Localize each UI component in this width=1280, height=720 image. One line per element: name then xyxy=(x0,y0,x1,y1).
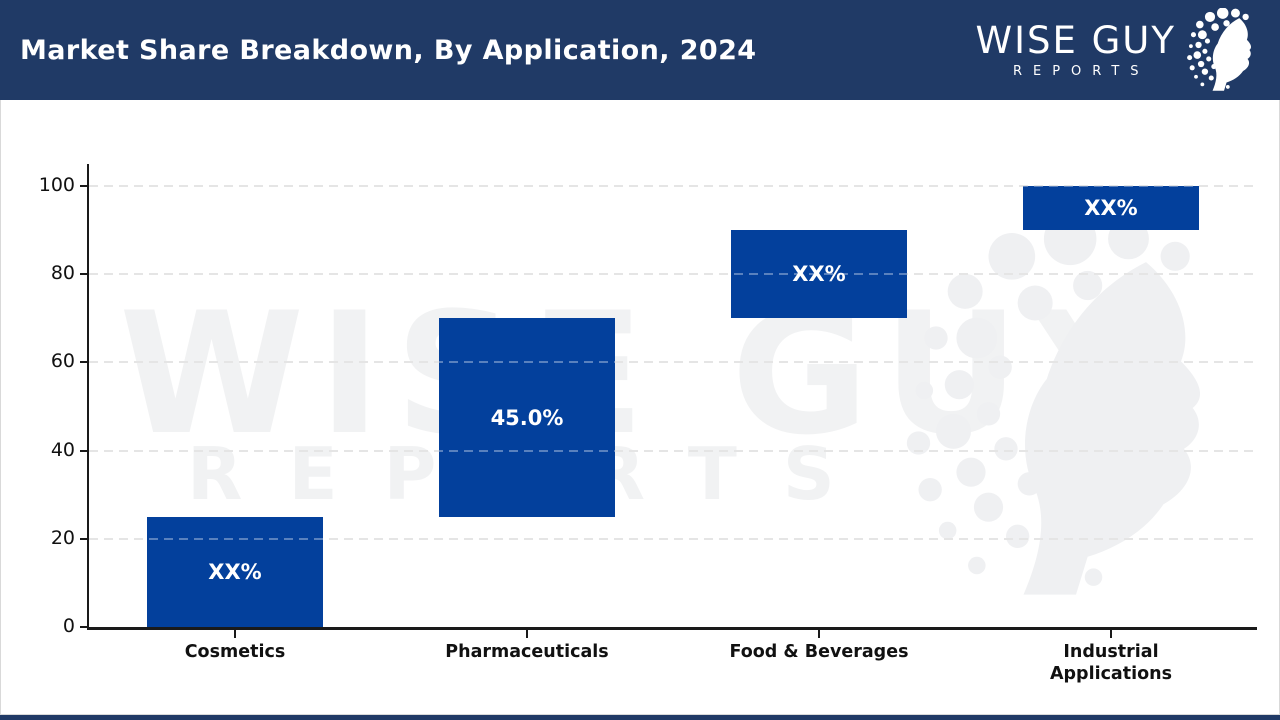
bar-value-label: XX% xyxy=(208,559,262,584)
bar-3 xyxy=(1023,186,1199,231)
gridline xyxy=(89,449,1257,452)
y-tick-label: 100 xyxy=(38,174,75,196)
page-title: Market Share Breakdown, By Application, … xyxy=(20,34,757,66)
gridline-overlay xyxy=(89,537,1257,540)
x-tick xyxy=(1110,630,1112,638)
gridline-overlay xyxy=(89,273,1257,276)
bar-2 xyxy=(731,230,907,319)
y-axis-spine xyxy=(87,164,89,630)
wise-guy-reports-logo: WISE GUY REPORTS xyxy=(976,8,1270,92)
y-tick-label: 80 xyxy=(50,262,75,285)
gridline xyxy=(89,537,1257,540)
x-tick xyxy=(526,630,528,638)
bar-0 xyxy=(147,516,323,627)
bar-value-label: XX% xyxy=(1084,196,1138,221)
y-tick xyxy=(80,361,88,364)
header-bar: Market Share Breakdown, By Application, … xyxy=(0,0,1280,100)
y-tick xyxy=(80,626,88,628)
watermark-dotted-head-icon xyxy=(906,212,1201,595)
y-tick-label: 60 xyxy=(50,350,75,373)
bar-1 xyxy=(439,318,615,517)
bar-value-label: 45.0% xyxy=(490,405,564,430)
y-tick xyxy=(80,185,88,187)
bar-value-label: XX% xyxy=(792,262,846,287)
dotted-head-logo-icon xyxy=(1187,8,1252,91)
x-axis-spine xyxy=(87,627,1257,630)
gridline xyxy=(89,273,1257,276)
y-tick xyxy=(80,537,88,540)
logo-wordmark: WISE GUY xyxy=(975,18,1176,62)
logo-subtitle: REPORTS xyxy=(1012,63,1150,79)
gridline xyxy=(89,185,1257,187)
x-category-label: Cosmetics xyxy=(184,642,286,662)
y-tick-label: 40 xyxy=(50,438,75,461)
gridline-overlay xyxy=(89,449,1257,452)
y-tick xyxy=(80,273,88,276)
x-tick xyxy=(818,630,820,638)
x-category-label: Food & Beverages xyxy=(729,642,909,662)
y-tick-label: 20 xyxy=(50,526,75,549)
y-tick xyxy=(80,449,88,452)
plot-area: WISE GUY REPORTS 020406080100CosmeticsPh… xyxy=(0,100,1280,715)
x-category-label: Pharmaceuticals xyxy=(445,642,609,662)
gridline-overlay xyxy=(89,185,1257,187)
footer-bar xyxy=(0,715,1280,720)
x-category-label: Industrial Applications xyxy=(1049,642,1173,684)
y-tick-label: 0 xyxy=(62,615,75,637)
gridline xyxy=(89,361,1257,364)
x-tick xyxy=(234,630,236,638)
watermark-wordmark: WISE GUY xyxy=(119,276,1170,472)
gridline-overlay xyxy=(89,361,1257,364)
logo-text: WISE GUY REPORTS xyxy=(976,22,1176,79)
